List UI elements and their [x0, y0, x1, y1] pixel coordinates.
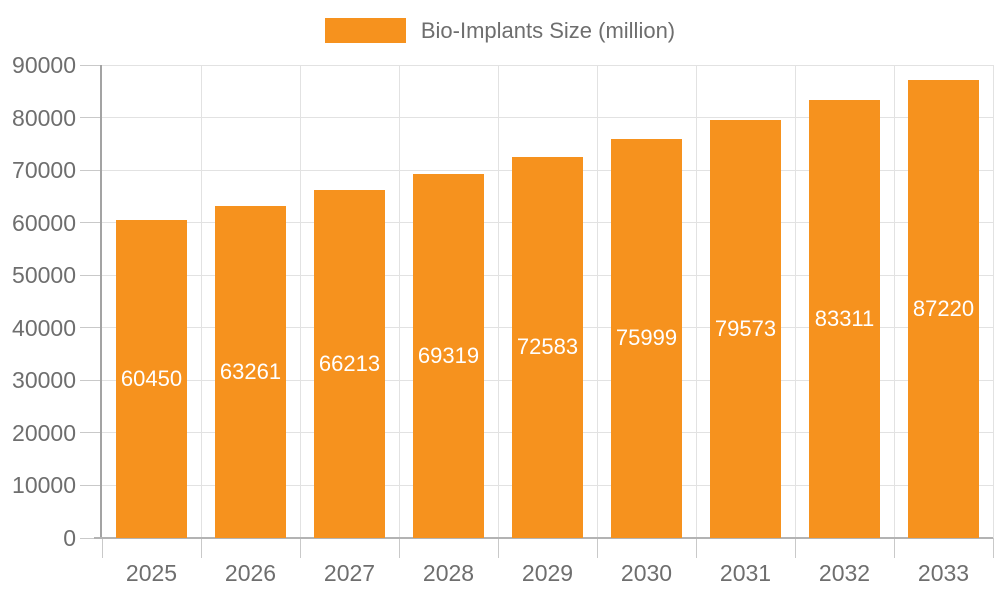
legend-swatch: [324, 17, 406, 43]
bar-value-label: 66213: [318, 351, 381, 376]
x-tick: [596, 538, 598, 558]
x-axis-label: 2029: [521, 560, 574, 586]
x-axis-label: 2030: [620, 560, 673, 586]
x-tick: [497, 538, 499, 558]
x-axis-label: 2033: [917, 560, 970, 586]
x-tick: [794, 538, 796, 558]
bar[interactable]: [511, 156, 584, 538]
x-tick: [695, 538, 697, 558]
y-tick: [80, 222, 102, 224]
x-tick: [992, 538, 994, 558]
bar[interactable]: [313, 190, 386, 538]
v-gridline: [695, 65, 697, 538]
bar[interactable]: [808, 100, 881, 538]
bar[interactable]: [709, 119, 782, 538]
bar-value-label: 60450: [120, 366, 183, 392]
legend-label: Bio-Implants Size (million): [420, 17, 676, 43]
x-axis-label: 2031: [719, 560, 772, 586]
legend[interactable]: Bio-Implants Size (million): [0, 15, 1000, 45]
y-tick: [80, 64, 102, 66]
y-axis-label: 90000: [12, 52, 76, 78]
v-gridline: [398, 65, 400, 538]
x-tick: [398, 538, 400, 558]
v-gridline: [497, 65, 499, 538]
bar-value-label: 63261: [219, 358, 282, 384]
bar[interactable]: [115, 220, 188, 538]
y-axis-line: [100, 65, 102, 539]
bar-value-label: 75999: [615, 325, 678, 351]
bar[interactable]: [412, 173, 485, 538]
y-tick: [80, 379, 102, 381]
v-gridline: [992, 65, 994, 538]
y-tick: [80, 484, 102, 486]
y-tick: [80, 274, 102, 276]
y-axis-label: 0: [63, 525, 76, 551]
v-gridline: [200, 65, 202, 538]
y-axis-label: 10000: [12, 472, 76, 499]
y-tick: [80, 432, 102, 434]
y-tick: [80, 117, 102, 119]
x-axis-label: 2028: [422, 560, 475, 586]
x-axis-label: 2032: [818, 560, 871, 586]
x-tick: [101, 538, 103, 558]
y-axis-label: 60000: [12, 209, 76, 236]
v-gridline: [893, 65, 895, 538]
y-axis-label: 40000: [12, 314, 76, 341]
y-axis-label: 30000: [12, 367, 76, 394]
x-tick: [200, 538, 202, 558]
x-axis-line: [94, 537, 993, 539]
x-axis-label: 2026: [224, 560, 277, 586]
y-axis-label: 50000: [12, 262, 76, 289]
bar[interactable]: [214, 205, 287, 538]
bar-value-label: 87220: [912, 295, 975, 321]
x-tick: [893, 538, 895, 558]
bar-value-label: 72583: [516, 334, 579, 360]
y-tick: [80, 327, 102, 329]
v-gridline: [299, 65, 301, 538]
bar-value-label: 79573: [714, 315, 777, 341]
bar-value-label: 69319: [417, 342, 480, 368]
x-axis-label: 2027: [323, 560, 376, 586]
x-axis-label: 2025: [125, 560, 178, 586]
v-gridline: [596, 65, 598, 538]
y-axis-label: 20000: [12, 419, 76, 446]
y-tick: [80, 537, 102, 539]
y-axis-label: 80000: [12, 104, 76, 131]
h-gridline: [102, 117, 993, 119]
bar[interactable]: [610, 138, 683, 538]
y-axis-label: 70000: [12, 157, 76, 184]
bar[interactable]: [907, 79, 980, 538]
v-gridline: [794, 65, 796, 538]
y-tick: [80, 169, 102, 171]
x-tick: [299, 538, 301, 558]
h-gridline: [102, 64, 993, 66]
bar-value-label: 83311: [814, 306, 875, 332]
